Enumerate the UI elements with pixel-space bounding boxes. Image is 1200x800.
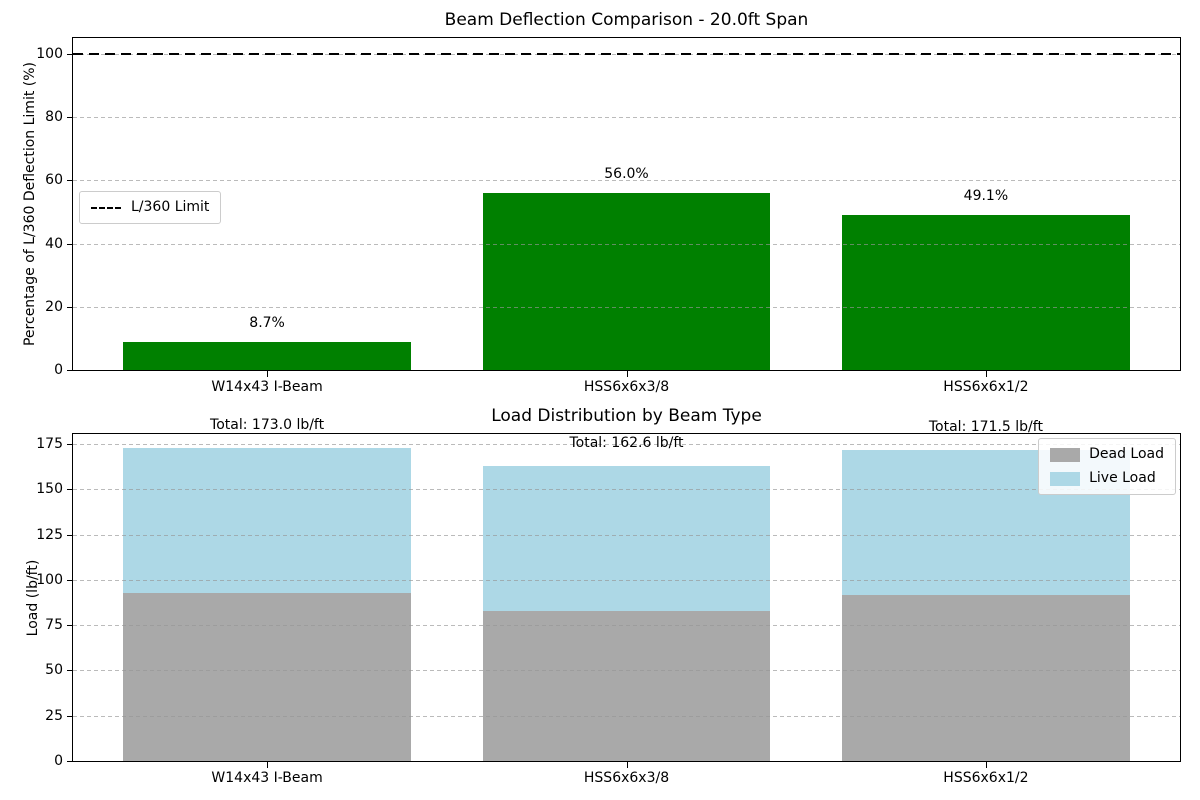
legend-label: Live Load xyxy=(1089,470,1156,486)
chart-title: Load Distribution by Beam Type xyxy=(491,406,762,426)
legend: Dead Load Live Load xyxy=(1038,438,1176,495)
gridline xyxy=(73,489,1180,491)
legend: L/360 Limit xyxy=(79,191,222,224)
x-tick xyxy=(626,371,628,377)
x-tick xyxy=(985,762,987,768)
y-tick xyxy=(67,534,73,536)
dashed-line-swatch xyxy=(91,206,121,209)
chart-title: Beam Deflection Comparison - 20.0ft Span xyxy=(444,10,809,30)
gridline xyxy=(73,117,1180,119)
y-tick-label: 0 xyxy=(54,753,63,769)
dead-load-swatch xyxy=(1050,447,1081,462)
y-tick xyxy=(67,761,73,762)
bar xyxy=(482,192,771,370)
bar-value-label: 8.7% xyxy=(249,315,285,332)
bar-value-label: 49.1% xyxy=(963,187,1009,204)
bar-segment-live-load xyxy=(482,466,771,612)
y-tick xyxy=(67,306,73,308)
y-tick xyxy=(67,53,73,55)
gridline xyxy=(73,180,1180,182)
x-tick-label: HSS6x6x1/2 xyxy=(943,770,1029,786)
y-tick-label: 80 xyxy=(45,109,63,126)
reference-line xyxy=(73,52,1180,55)
y-tick xyxy=(67,243,73,245)
deflection-chart-axes: Beam Deflection Comparison - 20.0ft Span… xyxy=(22,10,1181,395)
legend-item-live-load: Live Load xyxy=(1050,470,1164,487)
y-tick xyxy=(67,715,73,717)
y-tick xyxy=(67,670,73,672)
legend-item-dead-load: Dead Load xyxy=(1050,446,1164,463)
y-tick-label: 50 xyxy=(45,662,63,679)
gridline xyxy=(73,243,1180,245)
y-tick-label: 175 xyxy=(36,435,63,452)
x-tick xyxy=(626,762,628,768)
bar-value-label: Total: 173.0 lb/ft xyxy=(210,416,325,433)
live-load-swatch xyxy=(1050,471,1081,486)
y-tick-label: 150 xyxy=(36,481,63,498)
bar-segment-dead-load xyxy=(842,595,1130,761)
y-tick-label: 100 xyxy=(36,45,63,62)
gridline xyxy=(73,670,1180,672)
y-tick xyxy=(67,625,73,627)
y-tick-label: 0 xyxy=(54,362,63,378)
x-tick xyxy=(985,371,987,377)
y-tick-label: 75 xyxy=(45,617,63,634)
gridline xyxy=(73,306,1180,308)
bar-segment-dead-load xyxy=(123,592,411,761)
y-tick xyxy=(67,370,73,371)
gridline xyxy=(73,579,1180,581)
y-tick xyxy=(67,117,73,119)
x-tick-label: W14x43 I-Beam xyxy=(211,379,323,395)
x-tick-label: HSS6x6x3/8 xyxy=(583,379,670,395)
bar-segment-live-load xyxy=(123,447,411,593)
y-tick-label: 100 xyxy=(36,571,63,588)
gridline xyxy=(73,715,1180,717)
y-tick-label: 40 xyxy=(45,235,63,252)
legend-label: Dead Load xyxy=(1089,446,1164,462)
bar-value-label: 56.0% xyxy=(604,165,649,182)
y-tick xyxy=(67,180,73,182)
bar xyxy=(842,214,1130,370)
y-tick-label: 20 xyxy=(45,298,63,315)
load-distribution-chart-axes: Load Distribution by Beam Type Load (lb/… xyxy=(25,406,1181,786)
x-tick xyxy=(267,371,269,377)
y-tick-label: 25 xyxy=(45,707,63,724)
gridline xyxy=(73,443,1180,445)
y-tick-label: 125 xyxy=(36,526,63,543)
bar-value-label: Total: 171.5 lb/ft xyxy=(928,419,1043,436)
legend-label: L/360 Limit xyxy=(131,199,210,215)
x-tick-label: HSS6x6x1/2 xyxy=(943,379,1029,395)
bar-value-label: Total: 162.6 lb/ft xyxy=(569,435,684,452)
x-tick xyxy=(267,762,269,768)
y-tick-label: 60 xyxy=(45,172,63,189)
y-tick xyxy=(67,579,73,581)
y-tick xyxy=(67,443,73,445)
x-tick-label: HSS6x6x3/8 xyxy=(583,770,670,786)
gridline xyxy=(73,534,1180,536)
bar xyxy=(123,342,411,370)
y-tick xyxy=(67,489,73,491)
bar-segment-dead-load xyxy=(482,611,771,761)
gridline xyxy=(73,625,1180,627)
x-tick-label: W14x43 I-Beam xyxy=(211,770,323,786)
